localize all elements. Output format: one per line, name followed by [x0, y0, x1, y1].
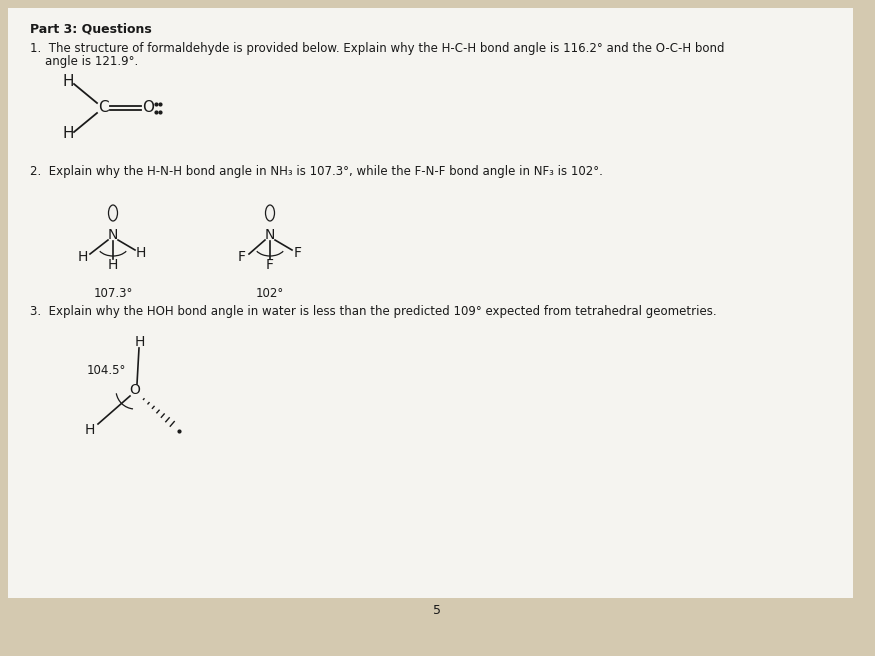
Text: H: H	[85, 423, 95, 437]
Text: F: F	[266, 258, 274, 272]
Text: angle is 121.9°.: angle is 121.9°.	[30, 55, 138, 68]
Text: 2.  Explain why the H-N-H bond angle in NH₃ is 107.3°, while the F-N-F bond angl: 2. Explain why the H-N-H bond angle in N…	[30, 165, 603, 178]
Ellipse shape	[265, 205, 275, 221]
Text: F: F	[294, 246, 302, 260]
Text: H: H	[135, 335, 145, 349]
Text: N: N	[108, 228, 118, 242]
Text: N: N	[265, 228, 275, 242]
Text: H: H	[108, 258, 118, 272]
Text: 102°: 102°	[255, 287, 284, 300]
Text: 1.  The structure of formaldehyde is provided below. Explain why the H-C-H bond : 1. The structure of formaldehyde is prov…	[30, 42, 724, 55]
Text: H: H	[78, 250, 88, 264]
Text: F: F	[238, 250, 246, 264]
Text: H: H	[62, 127, 74, 142]
Text: 3.  Explain why the HOH bond angle in water is less than the predicted 109° expe: 3. Explain why the HOH bond angle in wat…	[30, 305, 717, 318]
Text: H: H	[62, 75, 74, 89]
Text: O: O	[130, 383, 140, 397]
Text: H: H	[136, 246, 146, 260]
Ellipse shape	[108, 205, 117, 221]
Text: 107.3°: 107.3°	[94, 287, 133, 300]
Text: 104.5°: 104.5°	[87, 363, 126, 377]
Text: O: O	[142, 100, 154, 115]
Text: C: C	[98, 100, 108, 115]
Bar	[8, 8, 853, 598]
Text: Part 3: Questions: Part 3: Questions	[30, 22, 151, 35]
Text: 5: 5	[433, 604, 441, 617]
